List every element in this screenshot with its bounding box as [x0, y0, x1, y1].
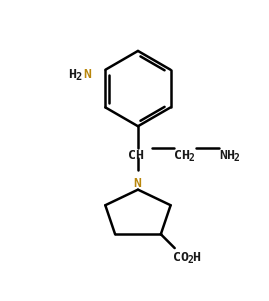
- Text: CH: CH: [128, 150, 144, 163]
- Text: CO: CO: [173, 252, 189, 265]
- Text: 2: 2: [189, 153, 194, 163]
- Text: 2: 2: [76, 72, 82, 82]
- Text: N: N: [133, 177, 141, 190]
- Text: N: N: [84, 68, 92, 81]
- Text: 2: 2: [234, 153, 240, 163]
- Text: CH: CH: [174, 150, 190, 163]
- Text: NH: NH: [219, 150, 235, 163]
- Text: H: H: [193, 252, 200, 265]
- Text: H: H: [68, 68, 76, 81]
- Text: 2: 2: [187, 255, 193, 265]
